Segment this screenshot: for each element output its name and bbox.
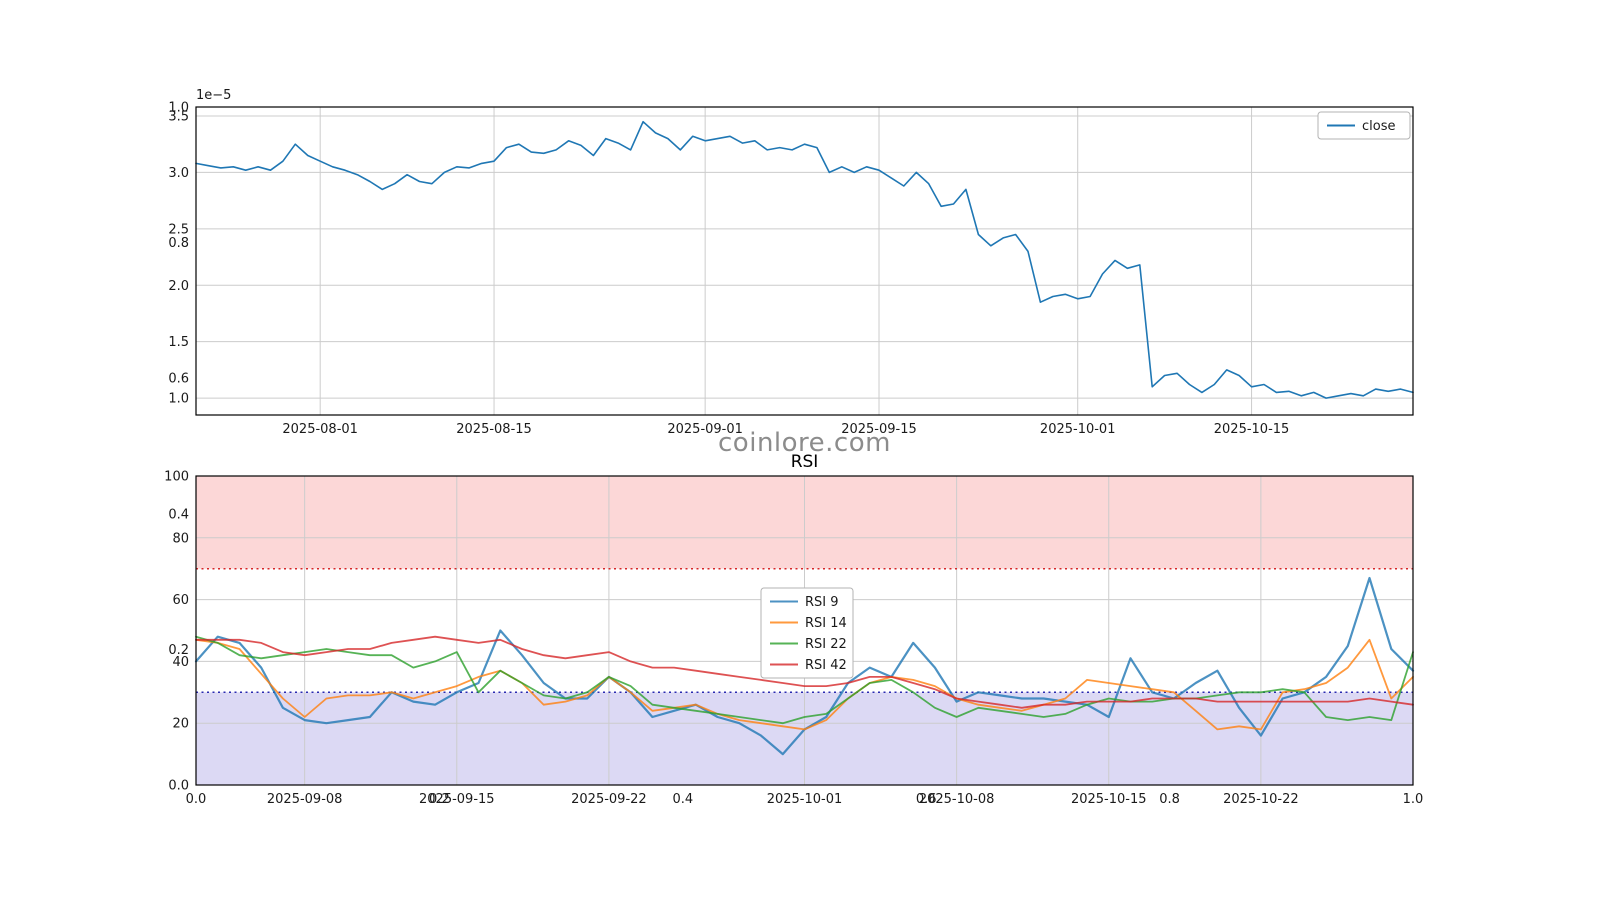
legend-label: RSI 42: [805, 658, 847, 673]
overlay-y-tick-label: 0.4: [168, 507, 189, 522]
axis-offset-label: 1e−5: [196, 88, 231, 103]
x-tick-label: 2025-09-15: [419, 792, 495, 807]
legend-box: [760, 587, 854, 679]
y-tick-label: 40: [172, 655, 189, 670]
overlay-y-tick-label: 1.0: [168, 101, 189, 116]
y-tick-label: 2.5: [168, 222, 189, 237]
y-tick-label: 1.0: [168, 392, 189, 407]
overlay-x-tick-label: 0.8: [1159, 792, 1180, 807]
x-tick-label: 2025-09-22: [571, 792, 647, 807]
y-tick-label: 3.0: [168, 166, 189, 181]
y-tick-label: 60: [172, 593, 189, 608]
overlay-x-tick-label: 1.0: [1403, 792, 1424, 807]
overlay-x-tick-label: 0.2: [429, 792, 450, 807]
x-tick-label: 2025-10-08: [919, 792, 995, 807]
legend-label: RSI 22: [805, 637, 847, 652]
overlay-x-tick-label: 0.0: [186, 792, 207, 807]
x-tick-label: 2025-09-08: [267, 792, 343, 807]
series-rsi-22: [195, 635, 1414, 725]
legend-label: RSI 9: [805, 595, 839, 610]
x-tick-label: 2025-10-15: [1071, 792, 1147, 807]
series-rsi-14: [195, 638, 1414, 731]
overlay-y-tick-label: 0.0: [168, 779, 189, 794]
plot-border: [195, 475, 1414, 786]
x-tick-label: 2025-08-15: [456, 422, 532, 437]
rsi-chart-title: RSI: [790, 452, 819, 472]
x-tick-label: 2025-09-01: [667, 422, 743, 437]
plot-border: [195, 106, 1414, 416]
series-rsi-42: [195, 635, 1414, 709]
legend-label: RSI 14: [805, 616, 847, 631]
overlay-x-tick-label: 0.6: [916, 792, 937, 807]
series-close: [195, 120, 1414, 399]
y-tick-label: 2.0: [168, 279, 189, 294]
legend-label: close: [1362, 119, 1395, 134]
y-tick-label: 1.5: [168, 335, 189, 350]
x-tick-label: 2025-10-15: [1214, 422, 1290, 437]
overlay-x-tick-label: 0.4: [672, 792, 693, 807]
overlay-y-tick-label: 0.8: [168, 236, 189, 251]
x-tick-label: 2025-08-01: [282, 422, 358, 437]
y-tick-label: 80: [172, 531, 189, 546]
legend-box: [1317, 111, 1411, 140]
x-tick-label: 2025-10-01: [1040, 422, 1116, 437]
overlay-y-tick-label: 0.2: [168, 643, 189, 658]
y-tick-label: 20: [172, 717, 189, 732]
overlay-y-tick-label: 0.6: [168, 372, 189, 387]
x-tick-label: 2025-10-01: [767, 792, 843, 807]
x-tick-label: 2025-10-22: [1223, 792, 1299, 807]
watermark: coinlore.com: [718, 428, 891, 458]
y-tick-label: 100: [164, 470, 189, 485]
x-tick-label: 2025-09-15: [841, 422, 917, 437]
y-tick-label: 3.5: [168, 110, 189, 125]
